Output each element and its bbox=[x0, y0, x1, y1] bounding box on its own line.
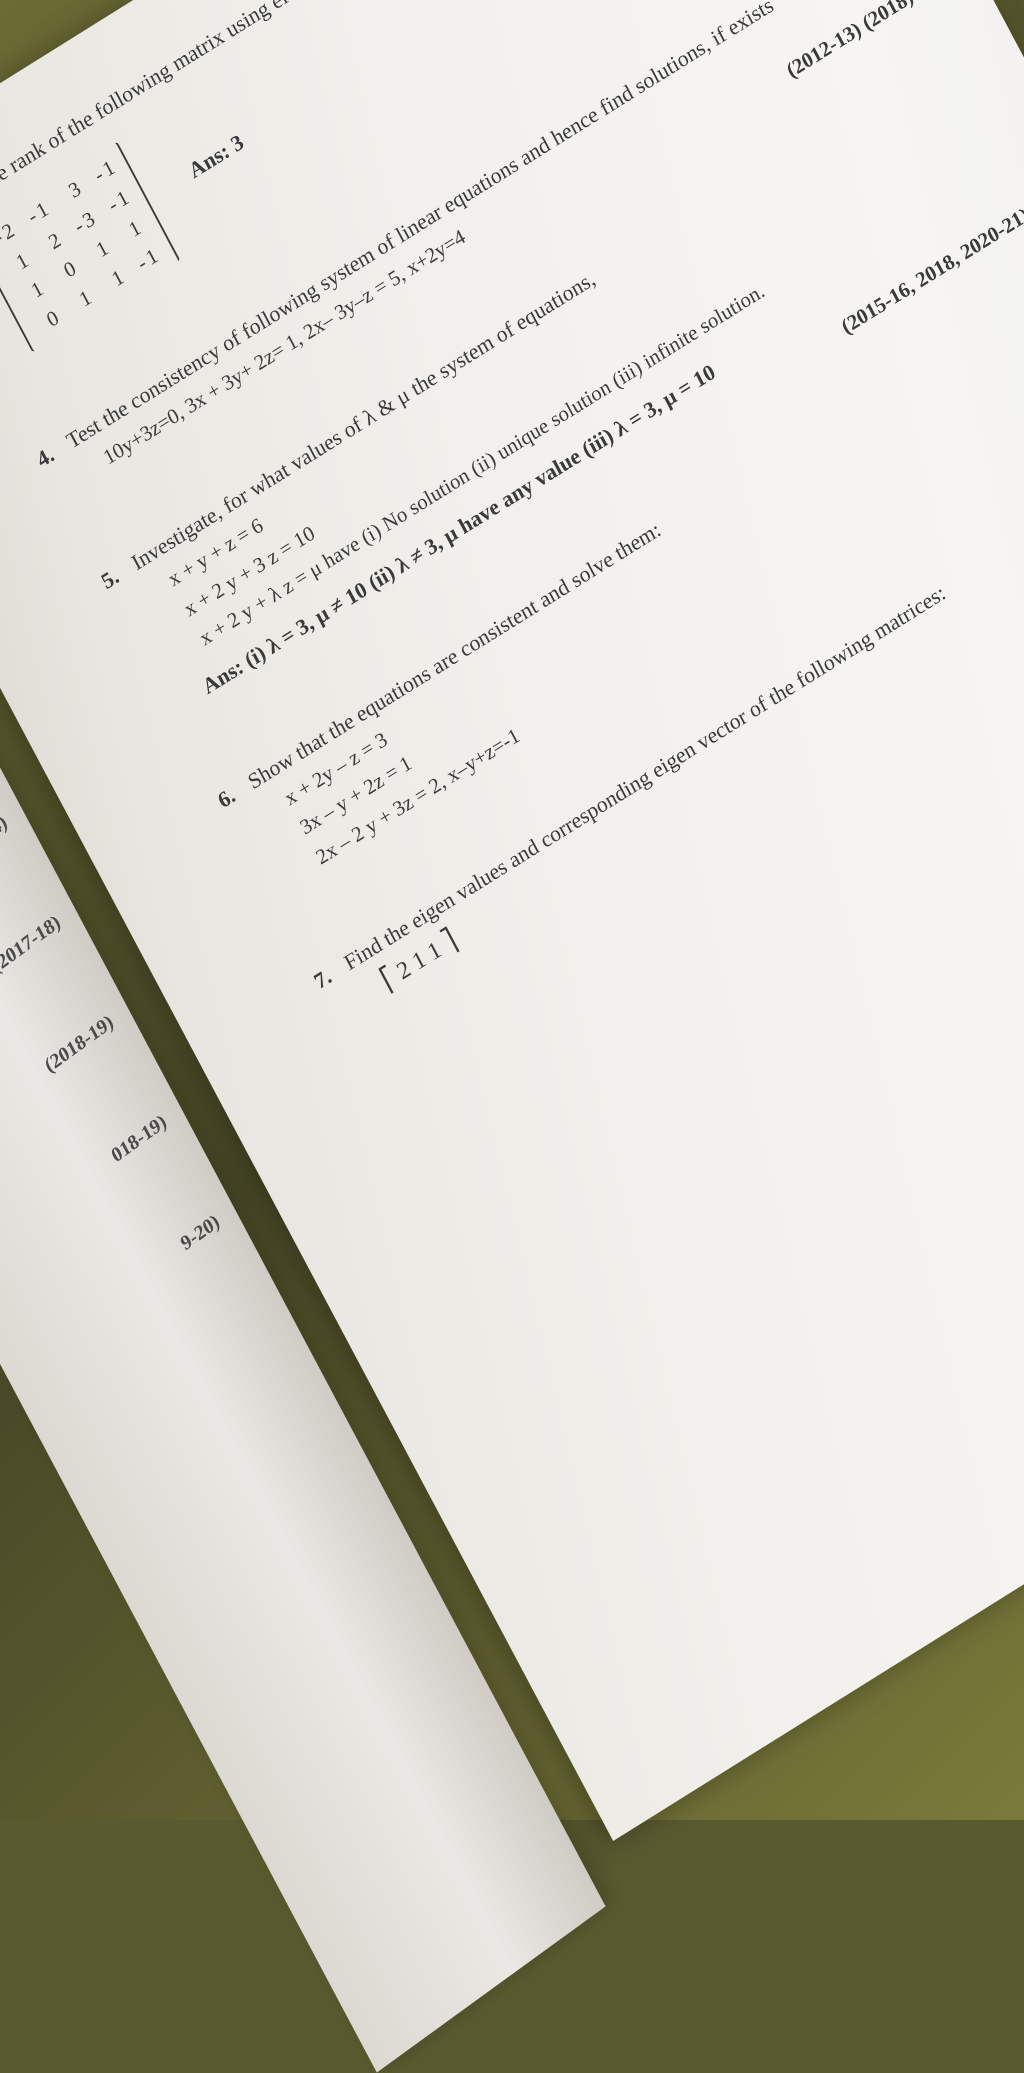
left-year: 9-20) bbox=[49, 1210, 223, 1349]
left-year: (2018-19) bbox=[0, 1011, 117, 1150]
left-year: (2017-18) bbox=[0, 911, 64, 1050]
q3-answer: Ans: 3 bbox=[184, 129, 247, 183]
left-year: (2013-14) bbox=[0, 811, 11, 950]
q3-matrix: -2 -1 3 -1 1 2 -3 -1 1 0 1 1 0 1 1 -1 bbox=[0, 142, 180, 353]
left-year: 018-19) bbox=[0, 1110, 170, 1249]
